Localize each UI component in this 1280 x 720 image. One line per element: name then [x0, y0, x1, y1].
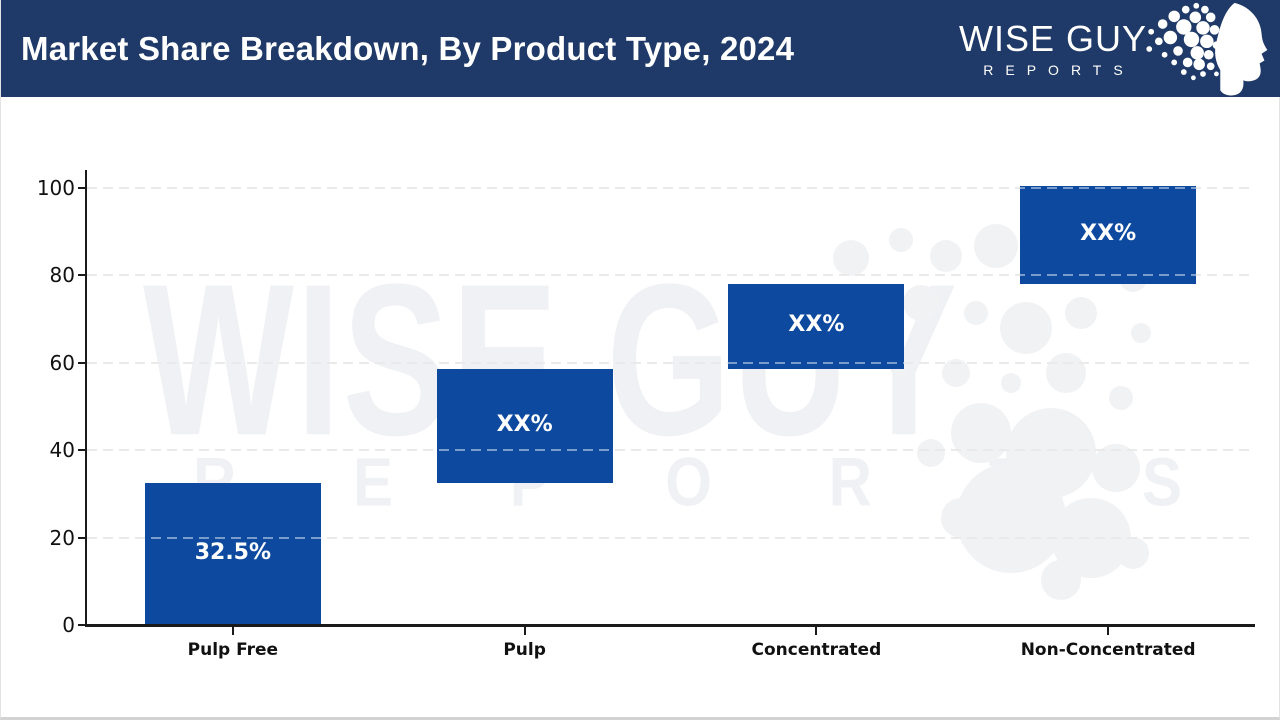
- bar-value-label: XX%: [1080, 220, 1137, 246]
- y-tick-mark: [78, 274, 86, 276]
- y-tick-mark: [78, 449, 86, 451]
- bar-value-label: XX%: [496, 411, 553, 437]
- y-tick-label: 60: [49, 350, 75, 375]
- page-title: Market Share Breakdown, By Product Type,…: [21, 29, 795, 67]
- x-axis-line: [85, 624, 1255, 627]
- bar-non-concentrated: [1020, 186, 1197, 284]
- gridline: [87, 186, 1254, 189]
- y-tick-mark: [78, 536, 86, 539]
- y-tick-label: 100: [36, 175, 75, 200]
- gridline: [87, 536, 1254, 539]
- y-tick-label: 20: [49, 525, 75, 550]
- gridline: [87, 361, 1254, 364]
- gridline-overlay: [87, 361, 1254, 364]
- header-bar: Market Share Breakdown, By Product Type,…: [1, 0, 1280, 97]
- x-tick-label-pulp-free: Pulp Free: [187, 640, 279, 660]
- y-tick-mark: [78, 186, 86, 189]
- x-tick-label-pulp: Pulp: [503, 640, 546, 660]
- gridline-overlay: [87, 449, 1254, 451]
- brand-logo-text: WISE GUY REPORTS: [959, 19, 1147, 79]
- x-tick-mark: [523, 627, 526, 635]
- bar-pulp-free: [144, 482, 321, 625]
- bar-value-label: 32.5%: [194, 539, 272, 565]
- face-profile-icon: [1146, 2, 1268, 96]
- gridline-overlay: [87, 536, 1254, 539]
- x-tick-mark: [815, 627, 818, 635]
- x-tick-label-concentrated: Concentrated: [751, 640, 882, 660]
- brand-subtitle: REPORTS: [983, 62, 1135, 78]
- x-tick-mark: [231, 627, 234, 635]
- bar-concentrated: [728, 283, 905, 370]
- y-axis-line: [85, 170, 87, 627]
- brand-name: WISE GUY: [958, 18, 1147, 59]
- gridline: [87, 449, 1254, 451]
- bar-pulp: [436, 369, 613, 483]
- x-tick-mark: [1107, 627, 1110, 635]
- y-tick-label: 0: [62, 613, 75, 637]
- bar-value-label: XX%: [788, 312, 845, 338]
- y-tick-mark: [78, 624, 86, 626]
- gridline: [87, 274, 1254, 276]
- gridline-overlay: [87, 274, 1254, 276]
- gridline-overlay: [87, 186, 1254, 189]
- y-tick-mark: [78, 361, 86, 364]
- brand-logo: WISE GUY REPORTS: [959, 2, 1273, 96]
- y-tick-label: 80: [49, 263, 75, 287]
- y-tick-label: 40: [49, 438, 75, 462]
- watermark-dots: [833, 224, 1151, 600]
- x-tick-label-non-concentrated: Non-Concentrated: [1020, 640, 1196, 660]
